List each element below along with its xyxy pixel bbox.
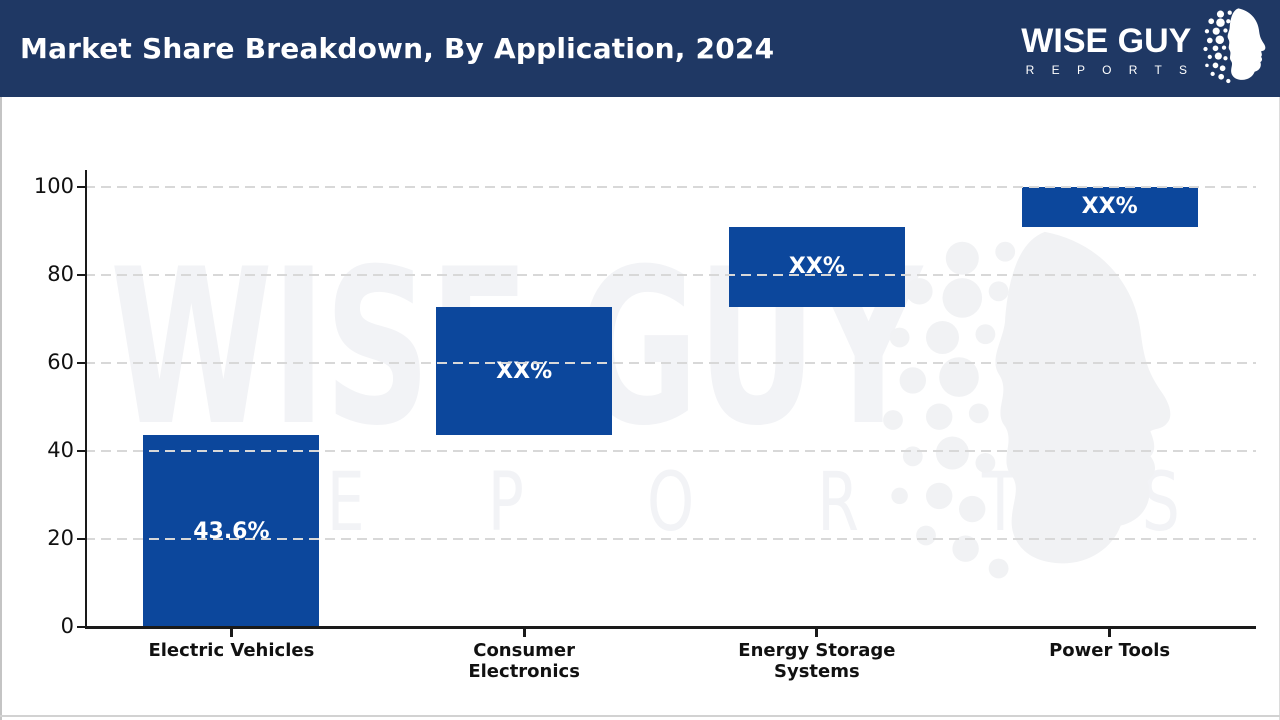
y-tick-label-20: 20	[47, 526, 74, 550]
bar-4: XX%	[1021, 187, 1198, 227]
x-axis-tick-1	[229, 628, 233, 637]
bar-2: XX%	[436, 307, 613, 436]
frame-border-bottom	[0, 715, 1280, 717]
watermark-head-icon	[883, 231, 1171, 579]
category-label-line: Energy Storage	[738, 640, 896, 661]
category-label: Energy Storage Systems	[677, 640, 957, 682]
category-label-line: Electric Vehicles	[148, 640, 315, 661]
gridline-20	[85, 538, 1256, 540]
category-label-line: Electronics	[468, 661, 580, 682]
category-label: Electric Vehicles	[91, 640, 371, 661]
x-axis-line	[85, 626, 1256, 629]
brand-logo-text: WISE GUY R E P O R T S	[1019, 22, 1194, 77]
gridline-60	[85, 362, 1256, 364]
y-tick-label-80: 80	[47, 262, 74, 286]
wise-guy-head-icon	[1203, 8, 1266, 84]
y-axis-tick-40	[77, 450, 85, 452]
y-tick-label-40: 40	[47, 438, 74, 462]
bar-1: 43.6%	[143, 435, 320, 627]
x-axis-tick-2	[522, 628, 526, 637]
x-axis-tick-4	[1108, 628, 1112, 637]
header-bar: Market Share Breakdown, By Application, …	[0, 0, 1280, 97]
y-tick-label-0: 0	[60, 614, 74, 638]
category-label: Power Tools	[970, 640, 1250, 661]
category-label-line: Power Tools	[1049, 640, 1171, 661]
y-tick-label-60: 60	[47, 350, 74, 374]
y-axis-tick-20	[77, 538, 85, 540]
frame-border-left	[0, 97, 2, 720]
category-label-line: Systems	[774, 661, 860, 682]
y-axis-tick-100	[77, 186, 85, 188]
gridline-100	[85, 186, 1256, 188]
x-axis-tick-3	[815, 628, 819, 637]
gridline-80	[85, 274, 1256, 276]
brand-logo: WISE GUY R E P O R T S	[1019, 4, 1270, 94]
y-axis-line	[85, 170, 87, 628]
y-axis-tick-0	[77, 626, 85, 628]
brand-name: WISE GUY	[1021, 21, 1192, 60]
y-axis-tick-60	[77, 362, 85, 364]
page-title: Market Share Breakdown, By Application, …	[20, 32, 775, 65]
gridline-40	[85, 450, 1256, 452]
bar-3: XX%	[728, 226, 905, 308]
y-axis-tick-80	[77, 274, 85, 276]
category-label-line: Consumer	[473, 640, 575, 661]
bar-value-label: XX%	[1081, 194, 1138, 220]
y-tick-label-100: 100	[33, 174, 74, 198]
brand-subtitle: R E P O R T S	[1025, 62, 1194, 77]
category-label: Consumer Electronics	[384, 640, 664, 682]
